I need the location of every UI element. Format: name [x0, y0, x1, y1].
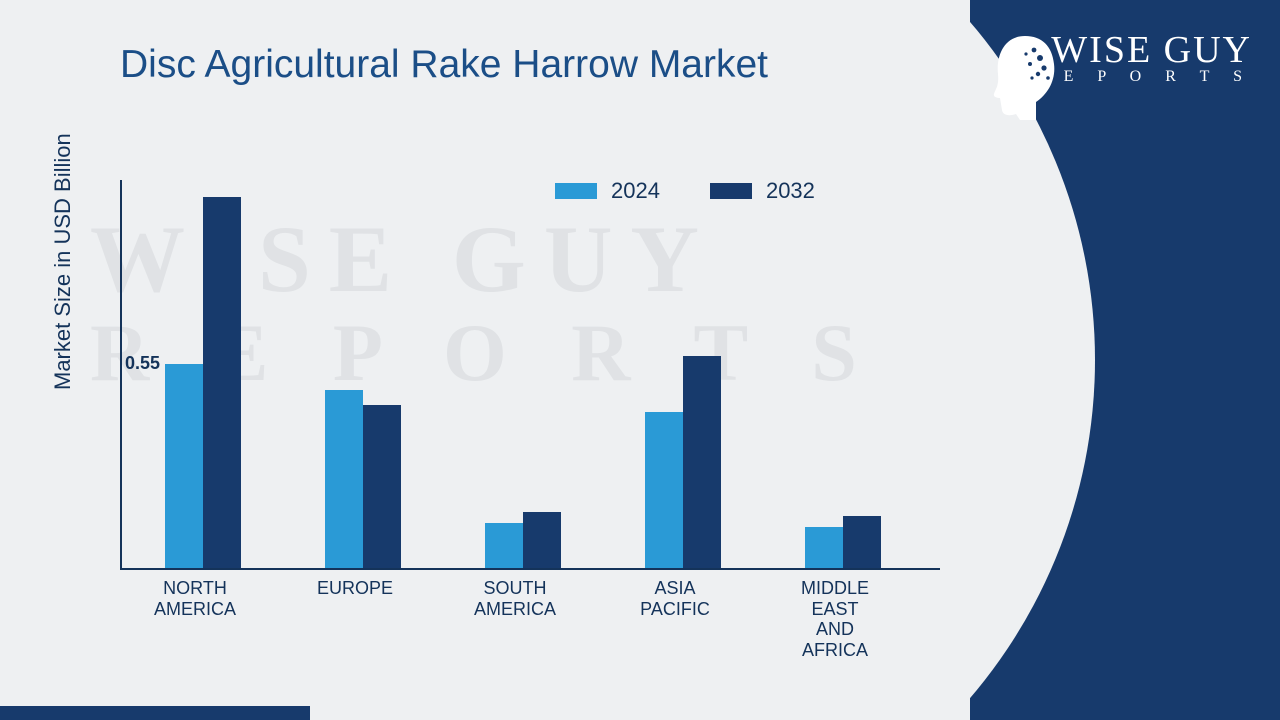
logo-line2: R E P O R T S: [1029, 68, 1252, 86]
x-axis-category-label: SOUTHAMERICA: [445, 578, 585, 619]
y-axis-label: Market Size in USD Billion: [50, 133, 76, 390]
bar-value-label: 0.55: [125, 353, 160, 374]
bar-2032: [363, 405, 401, 568]
chart-title: Disc Agricultural Rake Harrow Market: [120, 42, 840, 89]
bar-2024: [805, 527, 843, 568]
logo-line1: WISE GUY: [1029, 28, 1252, 72]
x-axis-category-label: ASIAPACIFIC: [605, 578, 745, 619]
head-icon: [990, 30, 1060, 120]
bar-2032: [843, 516, 881, 568]
x-axis-category-label: EUROPE: [285, 578, 425, 599]
bar-2032: [523, 512, 561, 568]
x-axis-category-label: MIDDLEEASTANDAFRICA: [765, 578, 905, 661]
bar-2024: [645, 412, 683, 568]
bar-2032: [683, 356, 721, 568]
brand-logo: WISE GUY R E P O R T S: [1029, 28, 1252, 86]
bar-2024: [165, 364, 203, 568]
footer-accent-bar: [0, 706, 310, 720]
bar-2024: [485, 523, 523, 568]
plot-region: 0.55: [120, 180, 940, 570]
x-axis-category-label: NORTHAMERICA: [125, 578, 265, 619]
chart-area: Market Size in USD Billion 0.55 NORTHAME…: [60, 180, 940, 680]
bar-2024: [325, 390, 363, 568]
bar-2032: [203, 197, 241, 568]
page-root: WISE GUY R E P O R T S WISE GUY R E P O …: [0, 0, 1280, 720]
